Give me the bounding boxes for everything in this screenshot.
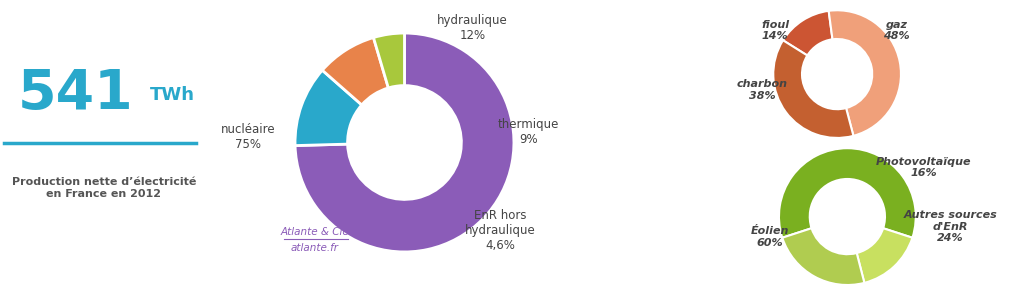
- Text: Éolien
60%: Éolien 60%: [751, 226, 790, 248]
- Text: TWh: TWh: [150, 86, 195, 105]
- Wedge shape: [779, 148, 915, 238]
- Wedge shape: [828, 10, 901, 136]
- Wedge shape: [323, 38, 388, 105]
- Wedge shape: [857, 228, 912, 283]
- Text: hydraulique
12%: hydraulique 12%: [437, 14, 508, 42]
- Wedge shape: [782, 228, 864, 285]
- Text: atlante.fr: atlante.fr: [291, 243, 339, 253]
- Text: gaz
48%: gaz 48%: [883, 20, 909, 42]
- Text: Autres sources
d'EnR
24%: Autres sources d'EnR 24%: [903, 210, 997, 243]
- Text: charbon
38%: charbon 38%: [736, 79, 787, 101]
- Text: nucléaire
75%: nucléaire 75%: [221, 123, 275, 151]
- Text: Photovoltaïque
16%: Photovoltaïque 16%: [877, 156, 972, 178]
- Text: Production nette d’électricité
en France en 2012: Production nette d’électricité en France…: [11, 177, 196, 199]
- Wedge shape: [773, 40, 853, 138]
- Wedge shape: [295, 70, 361, 146]
- Text: thermique
9%: thermique 9%: [498, 117, 559, 146]
- Wedge shape: [374, 33, 404, 88]
- Text: EnR hors
hydraulique
4,6%: EnR hors hydraulique 4,6%: [465, 209, 536, 252]
- Wedge shape: [783, 11, 833, 56]
- Text: fioul
14%: fioul 14%: [761, 20, 790, 42]
- Text: Atlante & Cie: Atlante & Cie: [281, 227, 349, 237]
- Text: 541: 541: [18, 67, 134, 121]
- Wedge shape: [295, 33, 514, 252]
